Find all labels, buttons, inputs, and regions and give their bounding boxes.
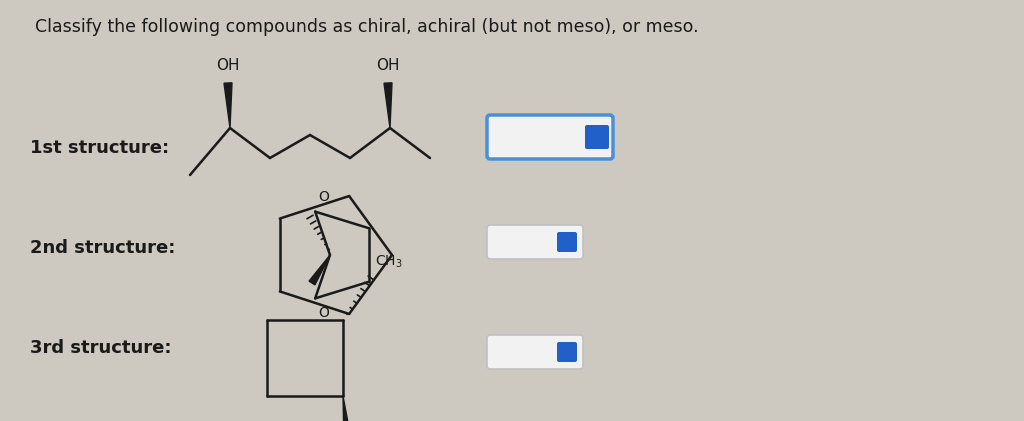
Text: O: O bbox=[318, 306, 329, 320]
Text: OH: OH bbox=[216, 58, 240, 73]
Text: 2nd structure:: 2nd structure: bbox=[30, 239, 175, 257]
FancyBboxPatch shape bbox=[487, 115, 613, 159]
Polygon shape bbox=[343, 396, 352, 421]
FancyBboxPatch shape bbox=[487, 335, 583, 369]
Polygon shape bbox=[384, 83, 392, 128]
FancyBboxPatch shape bbox=[585, 125, 609, 149]
FancyBboxPatch shape bbox=[487, 225, 583, 259]
Text: Classify the following compounds as chiral, achiral (but not meso), or meso.: Classify the following compounds as chir… bbox=[35, 18, 698, 36]
Text: O: O bbox=[318, 189, 329, 204]
FancyBboxPatch shape bbox=[557, 342, 577, 362]
Text: 3rd structure:: 3rd structure: bbox=[30, 339, 171, 357]
FancyBboxPatch shape bbox=[557, 232, 577, 252]
Polygon shape bbox=[224, 83, 232, 128]
Polygon shape bbox=[309, 255, 330, 285]
Text: CH$_3$: CH$_3$ bbox=[375, 253, 402, 270]
Text: 1st structure:: 1st structure: bbox=[30, 139, 169, 157]
Text: OH: OH bbox=[376, 58, 399, 73]
